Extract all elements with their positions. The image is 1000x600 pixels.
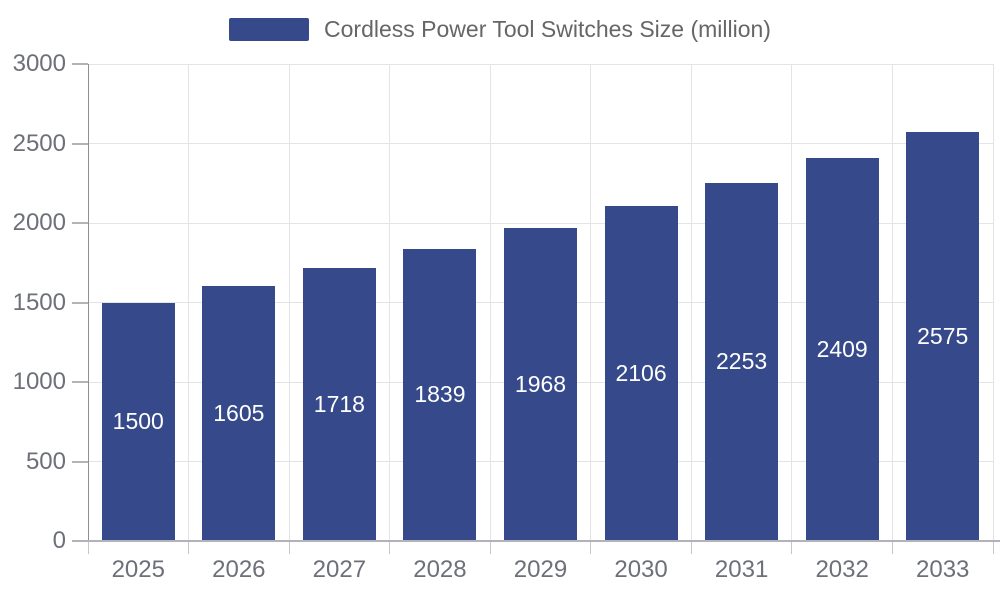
x-tick-label-2029: 2029 xyxy=(513,556,568,583)
y-tick-label-500: 500 xyxy=(25,447,66,475)
x-tick-label-2031: 2031 xyxy=(714,556,769,583)
bar-2027[interactable]: 1718 xyxy=(302,267,376,541)
x-axis-tick xyxy=(188,541,190,554)
bar-value-label: 1968 xyxy=(514,371,567,398)
bar-2030[interactable]: 2106 xyxy=(604,206,678,541)
gridline-v-4 xyxy=(489,64,491,541)
bar-2032[interactable]: 2409 xyxy=(805,157,879,541)
x-axis-tick xyxy=(489,541,491,554)
y-axis-tick xyxy=(72,142,88,145)
y-axis-tick xyxy=(72,540,88,542)
gridline-v-6 xyxy=(690,64,692,541)
legend-label: Cordless Power Tool Switches Size (milli… xyxy=(324,16,771,42)
gridline-h-2000 xyxy=(88,222,993,224)
y-tick-label-1500: 1500 xyxy=(12,288,66,316)
y-tick-label-2000: 2000 xyxy=(12,209,66,236)
bar-value-label: 1605 xyxy=(213,399,265,426)
x-axis-tick xyxy=(389,541,391,554)
y-axis-tick xyxy=(72,63,88,65)
bar-value-label: 1839 xyxy=(414,381,466,408)
gridline-v-2 xyxy=(288,64,290,541)
bar-2026[interactable]: 1605 xyxy=(202,285,276,541)
legend-swatch xyxy=(229,18,310,41)
bar-2028[interactable]: 1839 xyxy=(403,248,477,541)
x-tick-label-2028: 2028 xyxy=(413,556,467,583)
bar-2029[interactable]: 1968 xyxy=(504,228,577,541)
x-axis-tick xyxy=(791,541,793,554)
bar-2031[interactable]: 2253 xyxy=(705,182,779,541)
x-axis-tick xyxy=(891,541,893,554)
y-tick-label-3000: 3000 xyxy=(12,50,66,77)
bar-value-label: 2106 xyxy=(615,360,667,387)
bar-value-label: 2253 xyxy=(716,348,768,375)
x-axis-tick xyxy=(87,541,89,554)
x-tick-label-2030: 2030 xyxy=(614,556,668,583)
bar-value-label: 2575 xyxy=(917,322,969,349)
y-tick-label-0: 0 xyxy=(52,527,66,554)
gridline-h-2500 xyxy=(88,143,993,144)
bar-value-label: 2409 xyxy=(816,335,868,362)
y-axis-line xyxy=(88,64,89,541)
gridline-v-8 xyxy=(891,64,893,541)
x-tick-label-2025: 2025 xyxy=(111,556,165,583)
x-tick-label-2027: 2027 xyxy=(312,556,367,583)
bar-value-label: 1500 xyxy=(112,408,164,435)
y-axis-tick xyxy=(72,460,88,463)
gridline-v-5 xyxy=(590,64,592,541)
bar-value-label: 1718 xyxy=(313,390,365,417)
x-axis-tick xyxy=(288,541,290,554)
gridline-h-3000 xyxy=(88,63,993,65)
y-tick-label-2500: 2500 xyxy=(12,129,66,157)
x-axis-tick xyxy=(690,541,692,554)
plot-area: 1500 1605 1718 1839 1968 2106 2253 2409 2575 xyxy=(72,63,994,554)
y-axis-tick xyxy=(72,381,88,383)
x-axis-tick xyxy=(992,541,994,554)
y-axis-tick xyxy=(72,222,88,224)
x-tick-label-2033: 2033 xyxy=(916,556,970,583)
x-tick-label-2032: 2032 xyxy=(815,556,869,583)
gridline-v-7 xyxy=(791,64,793,541)
bar-2033[interactable]: 2575 xyxy=(906,131,980,541)
x-tick-label-2026: 2026 xyxy=(212,556,266,583)
legend[interactable]: Cordless Power Tool Switches Size (milli… xyxy=(0,16,1000,43)
gridline-v-3 xyxy=(389,64,391,541)
x-axis-line xyxy=(88,540,1000,542)
x-axis-tick xyxy=(590,541,592,554)
gridline-v-1 xyxy=(188,64,190,541)
gridline-v-9 xyxy=(992,64,994,541)
y-axis-tick xyxy=(72,301,88,304)
y-tick-label-1000: 1000 xyxy=(12,368,66,395)
bar-2025[interactable]: 1500 xyxy=(101,302,175,541)
